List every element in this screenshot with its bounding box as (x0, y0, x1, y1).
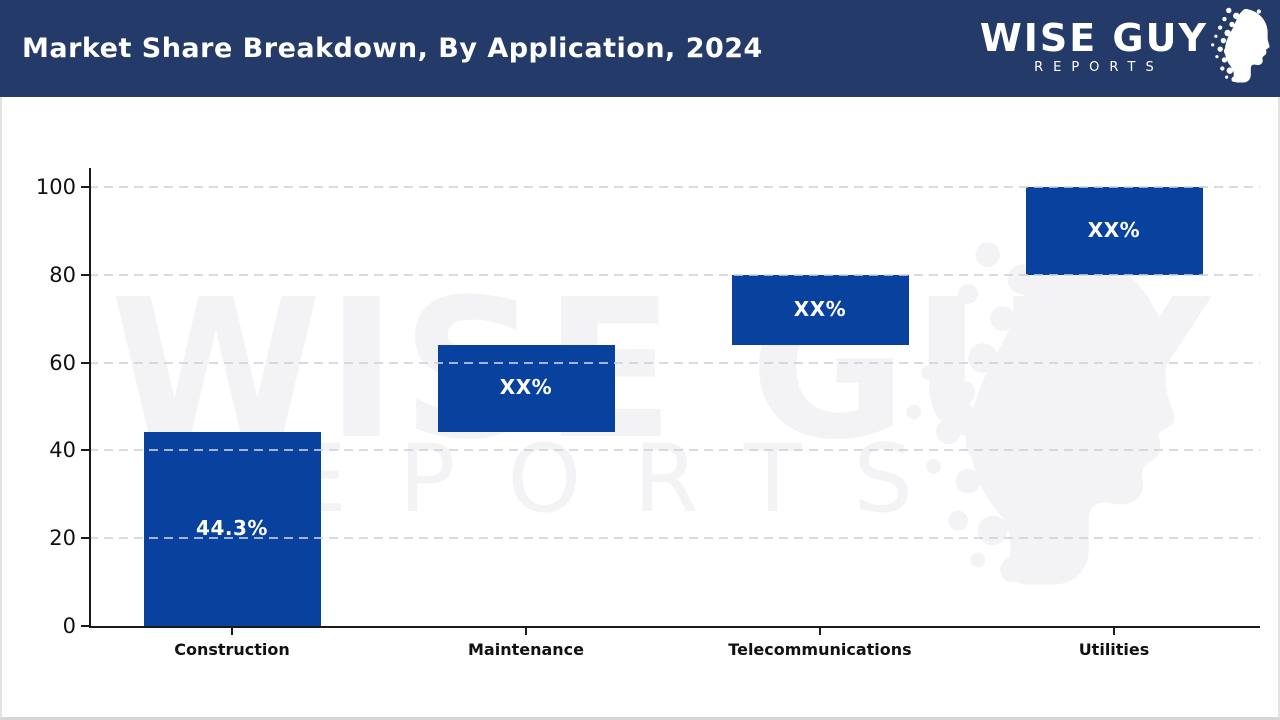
x-tick-mark (525, 628, 527, 635)
bar-value-label: XX% (793, 296, 847, 321)
y-tick-label: 40 (49, 438, 76, 463)
bar-utilities: XX% (1025, 187, 1203, 275)
y-tick-label: 20 (49, 526, 76, 551)
y-tick-label: 0 (62, 614, 76, 638)
x-tick-mark (231, 628, 233, 635)
x-tick-mark (1113, 628, 1115, 635)
x-tick-mark (819, 628, 821, 635)
y-tick-mark (81, 537, 89, 540)
logo-text: WISE GUY REPORTS (979, 16, 1208, 75)
y-axis-spine (89, 168, 91, 628)
bar-telecommunications: XX% (731, 274, 909, 346)
gridline-40 (89, 449, 1260, 452)
x-tick-label-utilities: Utilities (1078, 640, 1150, 659)
y-tick-mark (81, 186, 89, 188)
x-tick-label-telecommunications: Telecommunications (728, 640, 912, 659)
x-axis-spine (89, 626, 1260, 628)
y-tick-label: 80 (49, 262, 76, 287)
bar-value-label: 44.3% (196, 515, 268, 540)
y-tick-label: 60 (49, 350, 76, 375)
gridline-60 (89, 361, 1260, 364)
logo-subtitle: REPORTS (1034, 59, 1164, 75)
dotted-head-profile-icon (1194, 4, 1270, 90)
y-tick-label: 100 (35, 175, 76, 199)
x-tick-label-construction: Construction (174, 640, 290, 659)
gridline-80 (89, 273, 1260, 276)
y-tick-mark (81, 625, 89, 627)
bar-construction: 44.3% (143, 431, 321, 626)
header-banner: Market Share Breakdown, By Application, … (0, 0, 1280, 97)
gridline-100 (89, 186, 1260, 188)
x-tick-label-maintenance: Maintenance (467, 640, 584, 659)
y-tick-mark (81, 449, 89, 452)
chart-title: Market Share Breakdown, By Application, … (22, 33, 763, 64)
wise-guy-reports-logo: WISE GUY REPORTS (980, 4, 1270, 90)
y-tick-mark (81, 273, 89, 276)
bar-value-label: XX% (499, 375, 553, 400)
gridline-20 (89, 537, 1260, 540)
bar-maintenance: XX% (437, 345, 615, 432)
bar-value-label: XX% (1087, 217, 1141, 242)
waterfall-chart: WISE GUY REPORTS 44.3% XX% XX% XX% 0 20 40 60 8… (2, 97, 1278, 717)
y-tick-mark (81, 361, 89, 364)
logo-wordmark: WISE GUY (979, 16, 1208, 61)
